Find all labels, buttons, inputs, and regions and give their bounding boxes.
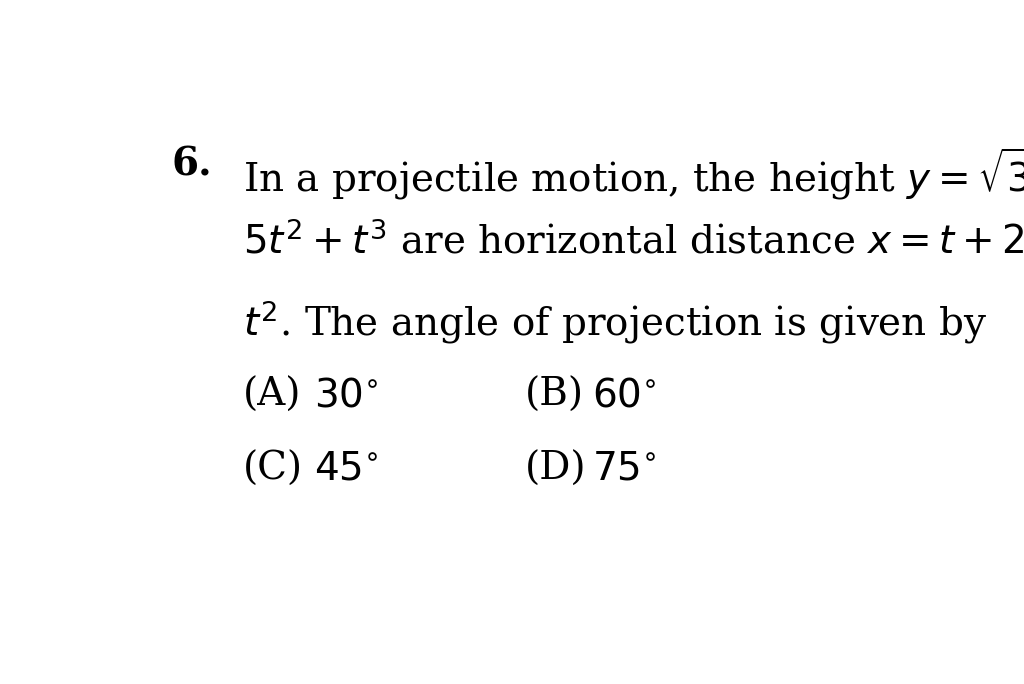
Text: (B): (B) <box>524 377 584 414</box>
Text: $75^{\circ}$: $75^{\circ}$ <box>592 451 656 488</box>
Text: $t^2$. The angle of projection is given by: $t^2$. The angle of projection is given … <box>243 298 987 345</box>
Text: $60^{\circ}$: $60^{\circ}$ <box>592 377 656 414</box>
Text: (C): (C) <box>243 451 303 488</box>
Text: $30^{\circ}$: $30^{\circ}$ <box>314 377 379 414</box>
Text: 6.: 6. <box>172 145 212 183</box>
Text: (A): (A) <box>243 377 302 414</box>
Text: $45^{\circ}$: $45^{\circ}$ <box>314 451 379 488</box>
Text: $5t^2 + t^3$ are horizontal distance $x = t + 2t -$: $5t^2 + t^3$ are horizontal distance $x … <box>243 222 1024 261</box>
Text: In a projectile motion, the height $y = \sqrt{3}\, t -$: In a projectile motion, the height $y = … <box>243 145 1024 202</box>
Text: (D): (D) <box>524 451 587 488</box>
